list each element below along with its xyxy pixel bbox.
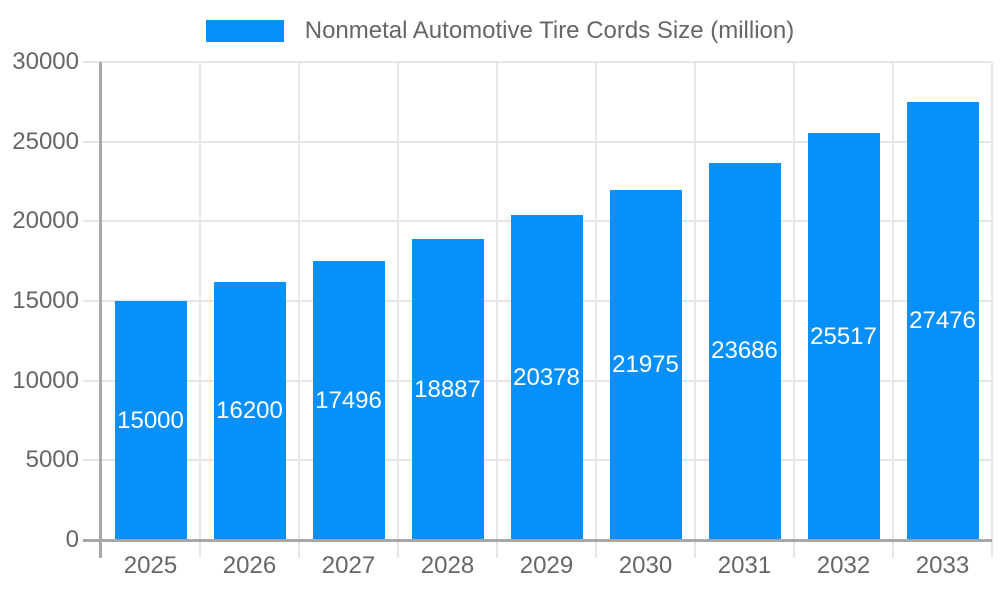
x-axis-tick-label-2031: 2031 xyxy=(717,552,772,579)
gridline-x-7 xyxy=(793,62,795,558)
y-axis-tick-label: 30000 xyxy=(12,48,79,75)
bar-value-label: 18887 xyxy=(414,375,481,403)
y-axis-tick-label: 0 xyxy=(65,526,79,553)
gridline-x-8 xyxy=(892,62,894,558)
x-axis-tick-label-2030: 2030 xyxy=(618,552,673,579)
gridline-x-9 xyxy=(991,62,993,558)
bar-value-label: 16200 xyxy=(216,396,283,424)
x-axis-line xyxy=(83,539,992,542)
bar-2025[interactable]: 15000 xyxy=(114,301,187,540)
chart-legend[interactable]: Nonmetal Automotive Tire Cords Size (mil… xyxy=(0,16,1000,46)
bar-2030[interactable]: 21975 xyxy=(609,189,682,540)
x-axis-tick-label-2027: 2027 xyxy=(321,552,376,579)
bar-2029[interactable]: 20378 xyxy=(510,215,583,540)
bar-value-label: 20378 xyxy=(513,363,580,391)
bar-2031[interactable]: 23686 xyxy=(708,162,781,540)
bar-value-label: 15000 xyxy=(117,406,184,434)
y-axis-tick-label: 15000 xyxy=(12,287,79,314)
bar-2033[interactable]: 27476 xyxy=(906,102,979,540)
bar-2032[interactable]: 25517 xyxy=(807,133,880,540)
y-axis-tick-label: 20000 xyxy=(12,207,79,235)
gridline-x-4 xyxy=(496,62,498,558)
bar-value-label: 23686 xyxy=(711,337,778,365)
bar-2028[interactable]: 18887 xyxy=(411,239,484,540)
x-axis-tick-label-2029: 2029 xyxy=(519,552,574,579)
gridline-x-6 xyxy=(694,62,696,558)
x-axis-tick-label-2028: 2028 xyxy=(420,552,475,579)
gridline-x-5 xyxy=(595,62,597,558)
bar-2027[interactable]: 17496 xyxy=(312,261,385,540)
bar-value-label: 17496 xyxy=(315,386,382,414)
bar-value-label: 27476 xyxy=(909,307,976,335)
legend-label: Nonmetal Automotive Tire Cords Size (mil… xyxy=(304,17,795,44)
gridline-x-3 xyxy=(397,62,399,558)
bar-2026[interactable]: 16200 xyxy=(213,281,286,540)
gridline-y-30000 xyxy=(83,61,992,63)
y-axis-tick-label: 5000 xyxy=(25,446,79,474)
bar-value-label: 21975 xyxy=(612,350,679,378)
gridline-x-2 xyxy=(298,62,300,558)
x-axis-tick-label-2032: 2032 xyxy=(816,552,871,579)
legend-swatch-icon xyxy=(205,20,284,42)
x-axis-tick-label-2033: 2033 xyxy=(915,552,970,579)
x-axis-tick-label-2026: 2026 xyxy=(222,552,277,579)
y-axis-line xyxy=(99,62,102,558)
y-axis-tick-label: 10000 xyxy=(12,366,79,394)
bar-value-label: 25517 xyxy=(810,322,877,350)
gridline-x-1 xyxy=(199,62,201,558)
y-axis-tick-label: 25000 xyxy=(12,127,79,155)
gridline-y-25000 xyxy=(83,140,992,143)
x-axis-tick-label-2025: 2025 xyxy=(123,552,178,579)
